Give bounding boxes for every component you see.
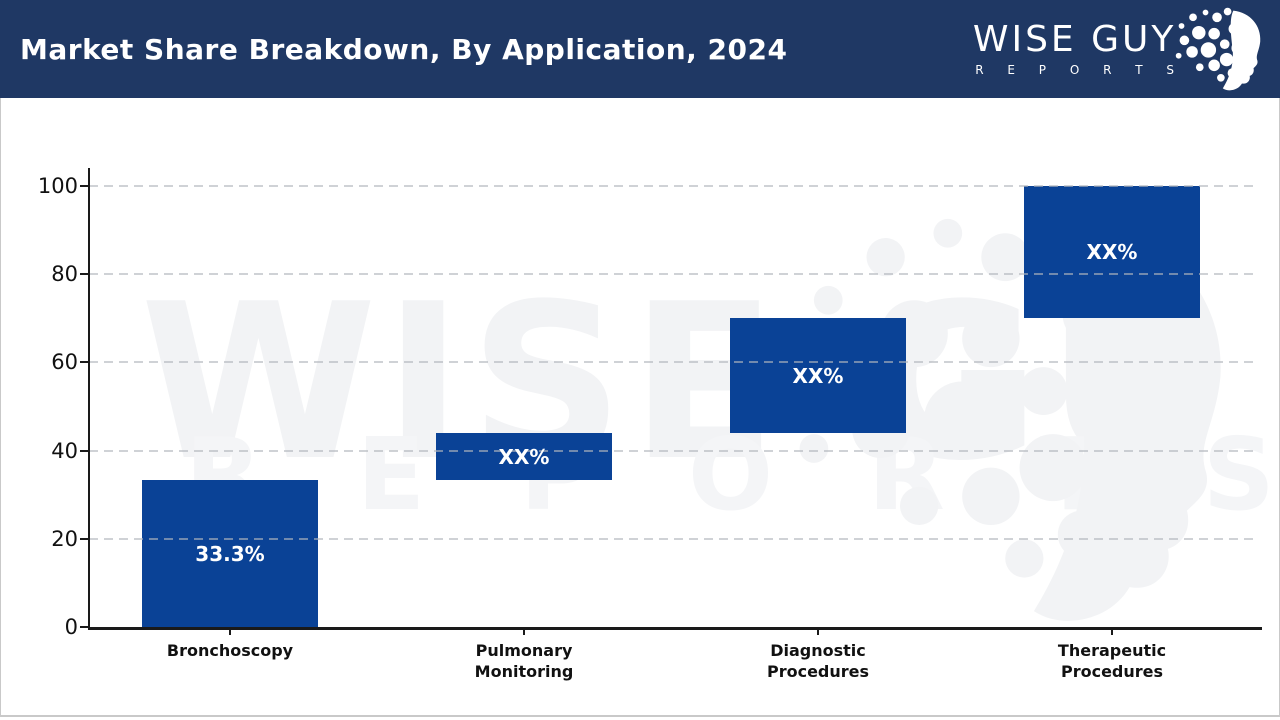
logo-text: WISE GUY R E P O R T S <box>965 18 1184 77</box>
bar-value-label: 33.3% <box>195 541 265 566</box>
x-axis-tick <box>523 627 525 635</box>
gridline-20 <box>89 537 1258 540</box>
y-axis-tick <box>80 185 88 187</box>
logo-subtitle: R E P O R T S <box>975 62 1184 77</box>
bar-bronchoscopy <box>142 480 318 627</box>
header-bar: Market Share Breakdown, By Application, … <box>0 0 1280 98</box>
gridline-80 <box>89 273 1258 276</box>
y-axis-tick <box>80 449 88 452</box>
y-tick-label: 40 <box>51 438 78 463</box>
y-tick-label: 0 <box>64 615 78 639</box>
y-tick-label: 20 <box>51 526 78 551</box>
gridline-40 <box>89 449 1258 452</box>
x-axis-tick <box>229 627 231 635</box>
x-category-label: Diagnostic Procedures <box>766 641 870 681</box>
dotted-face-profile-icon <box>1175 7 1261 91</box>
y-tick-label: 80 <box>51 262 78 287</box>
y-axis-tick <box>80 537 88 540</box>
wise-guy-reports-logo: WISE GUY R E P O R T S <box>965 4 1266 94</box>
y-axis-tick <box>80 273 88 276</box>
y-tick-label: 60 <box>51 350 78 375</box>
x-axis-tick <box>817 627 819 635</box>
x-category-label: Therapeutic Procedures <box>1057 641 1167 681</box>
bar-value-label: XX% <box>498 444 550 469</box>
y-axis-tick <box>80 626 88 628</box>
y-axis-tick <box>80 361 88 364</box>
bar-value-label: XX% <box>1086 240 1138 265</box>
y-tick-label: 100 <box>37 174 78 198</box>
y-axis-line <box>88 168 90 630</box>
gridline-60 <box>89 361 1258 364</box>
logo-wordmark: WISE GUY <box>972 18 1177 60</box>
bar-pulmonary-monitoring <box>436 432 612 481</box>
x-axis-tick <box>1111 627 1113 635</box>
x-axis-line <box>88 627 1262 630</box>
page-title: Market Share Breakdown, By Application, … <box>20 32 788 66</box>
x-category-label: Bronchoscopy <box>166 641 294 660</box>
x-category-label: Pulmonary Monitoring <box>474 641 574 681</box>
gridline-100 <box>89 185 1258 187</box>
bar-value-label: XX% <box>792 363 844 388</box>
